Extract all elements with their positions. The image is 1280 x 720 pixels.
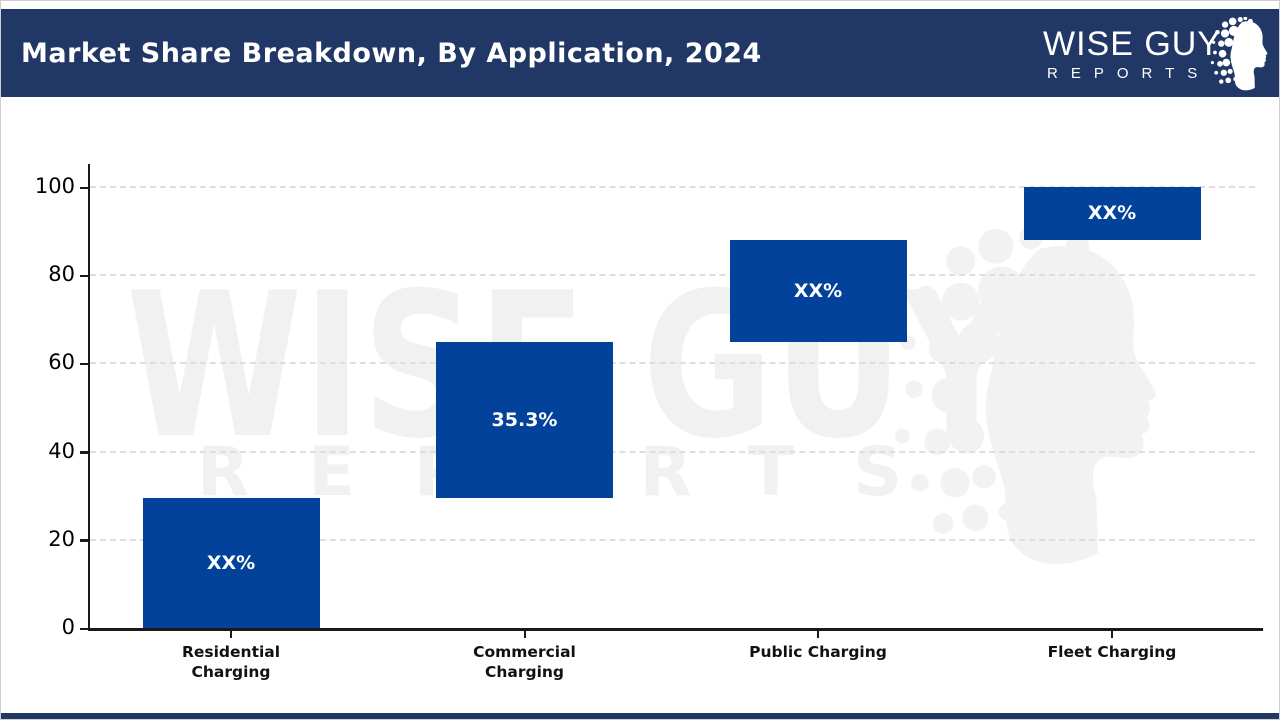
- x-axis-category-label: Fleet Charging: [1047, 643, 1177, 661]
- x-axis-tick: [817, 630, 819, 638]
- y-axis-tick: [79, 274, 88, 278]
- waterfall-plot: XX% 35.3% XX% XX% 0 20 40 60 80 100 Residential Ch…: [1, 97, 1279, 713]
- y-axis-tick-label: 0: [61, 615, 75, 639]
- gridline-y40: [89, 450, 1255, 453]
- bar-segment: 35.3%: [436, 342, 613, 498]
- gridline-y60: [89, 362, 1255, 365]
- y-axis-tick: [79, 451, 88, 454]
- chart-area: WISE GUY REPORTS XX%35.3%XX%XX%020406080…: [1, 97, 1279, 713]
- x-axis-tick: [1111, 630, 1113, 638]
- header-bar: Market Share Breakdown, By Application, …: [1, 9, 1279, 97]
- footer-bar: [1, 713, 1279, 719]
- bar-segment: XX%: [1023, 187, 1201, 240]
- y-axis-tick-label: 20: [48, 526, 75, 551]
- x-axis-line: [87, 628, 1263, 631]
- x-axis-tick: [523, 630, 526, 638]
- page-title: Market Share Breakdown, By Application, …: [21, 37, 762, 69]
- x-axis-category-label: Public Charging: [749, 643, 887, 661]
- y-axis-tick: [79, 627, 88, 630]
- y-axis-tick-label: 100: [34, 174, 75, 198]
- y-axis-tick-label: 60: [48, 350, 75, 375]
- wiseguy-logo: WISE GUY REPORTS: [1013, 13, 1273, 95]
- logo-wordmark: WISE GUY: [1043, 25, 1222, 63]
- logo-subtitle: REPORTS: [1047, 65, 1211, 82]
- y-axis-tick: [79, 186, 88, 189]
- gridline-y20: [89, 538, 1255, 541]
- x-axis-category-label: Residential Charging: [181, 643, 281, 681]
- bar-data-label: XX%: [793, 280, 843, 303]
- x-axis-tick: [230, 630, 232, 638]
- bar-data-label: 35.3%: [491, 409, 558, 432]
- gridline-y100: [89, 186, 1255, 188]
- bar-data-label: XX%: [1087, 202, 1137, 225]
- bar-segment: XX%: [729, 239, 907, 343]
- bar-data-label: XX%: [206, 551, 256, 574]
- y-axis-tick: [79, 362, 88, 366]
- y-axis-tick: [79, 539, 88, 542]
- wiseguy-head-icon: [1210, 17, 1268, 91]
- bar-segment: XX%: [142, 497, 320, 628]
- y-axis-tick-label: 40: [48, 438, 75, 463]
- y-axis-line: [87, 164, 90, 631]
- y-axis-tick-label: 80: [48, 262, 75, 287]
- x-axis-category-label: Commercial Charging: [473, 643, 576, 681]
- gridline-y80: [89, 274, 1255, 277]
